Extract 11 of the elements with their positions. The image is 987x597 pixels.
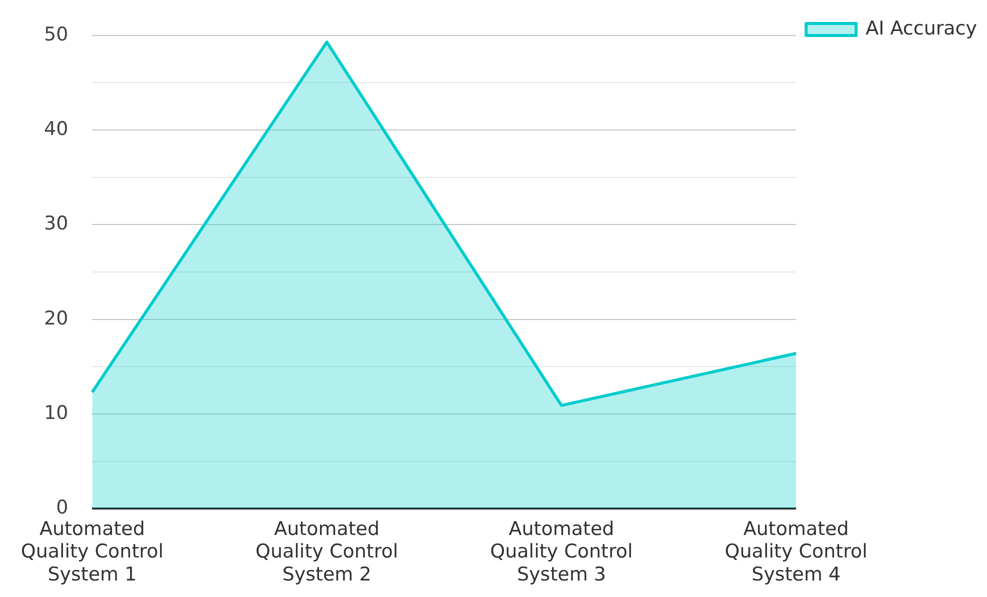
y-tick-label: 10 [44,402,68,424]
y-tick-label: 0 [56,496,68,519]
x-tick-label: Automated Quality Control System 1 [20,518,164,586]
x-tick-label: Automated Quality Control System 3 [490,518,633,586]
y-tick-label: 50 [44,23,68,46]
x-tick-label: Automated Quality Control System 4 [724,518,868,586]
x-tick-label: Automated Quality Control System 2 [256,518,398,586]
legend-label: AI Accuracy [866,17,978,40]
y-tick-label: 20 [44,307,68,330]
y-tick-label: 40 [44,118,68,140]
y-tick-label: 30 [44,212,68,235]
